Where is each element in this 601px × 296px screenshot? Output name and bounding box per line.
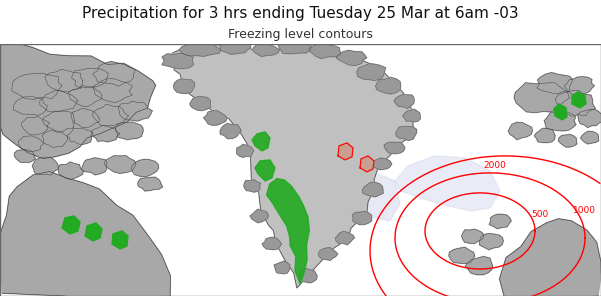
Polygon shape bbox=[554, 104, 567, 120]
Polygon shape bbox=[118, 101, 152, 121]
Polygon shape bbox=[267, 178, 310, 284]
Polygon shape bbox=[396, 126, 416, 141]
Polygon shape bbox=[581, 131, 599, 144]
Polygon shape bbox=[480, 234, 503, 250]
Polygon shape bbox=[81, 158, 107, 175]
Text: 1000: 1000 bbox=[573, 206, 596, 215]
Polygon shape bbox=[449, 247, 475, 263]
Text: 500: 500 bbox=[531, 210, 548, 219]
Polygon shape bbox=[85, 223, 102, 241]
Polygon shape bbox=[403, 109, 421, 122]
Polygon shape bbox=[67, 128, 93, 144]
Polygon shape bbox=[255, 160, 275, 181]
Polygon shape bbox=[237, 144, 254, 157]
Polygon shape bbox=[534, 128, 555, 143]
Polygon shape bbox=[394, 95, 414, 108]
Polygon shape bbox=[62, 216, 80, 234]
Polygon shape bbox=[0, 42, 156, 159]
Text: Freezing level contours: Freezing level contours bbox=[228, 28, 373, 41]
Polygon shape bbox=[252, 132, 270, 151]
Polygon shape bbox=[22, 117, 50, 135]
Polygon shape bbox=[93, 104, 129, 126]
Polygon shape bbox=[138, 177, 163, 191]
Polygon shape bbox=[572, 92, 586, 108]
Polygon shape bbox=[357, 64, 386, 81]
Polygon shape bbox=[489, 214, 511, 229]
Polygon shape bbox=[395, 156, 500, 211]
Polygon shape bbox=[190, 96, 210, 111]
Polygon shape bbox=[499, 219, 601, 296]
Polygon shape bbox=[252, 44, 279, 57]
Polygon shape bbox=[564, 77, 594, 95]
Polygon shape bbox=[104, 156, 136, 173]
Polygon shape bbox=[384, 142, 405, 154]
Polygon shape bbox=[14, 149, 35, 163]
Polygon shape bbox=[335, 231, 355, 245]
Polygon shape bbox=[179, 42, 221, 56]
Polygon shape bbox=[309, 44, 341, 59]
Polygon shape bbox=[44, 69, 83, 92]
Polygon shape bbox=[545, 110, 576, 131]
Polygon shape bbox=[299, 268, 317, 283]
Polygon shape bbox=[508, 122, 532, 140]
Polygon shape bbox=[93, 62, 135, 86]
Polygon shape bbox=[262, 237, 282, 250]
Polygon shape bbox=[555, 90, 596, 116]
Polygon shape bbox=[93, 79, 133, 102]
Polygon shape bbox=[12, 73, 62, 99]
Polygon shape bbox=[131, 159, 159, 177]
Polygon shape bbox=[162, 53, 194, 69]
Polygon shape bbox=[578, 109, 601, 128]
Polygon shape bbox=[115, 122, 143, 140]
Polygon shape bbox=[319, 247, 338, 260]
Polygon shape bbox=[172, 44, 413, 288]
Polygon shape bbox=[462, 229, 484, 243]
Polygon shape bbox=[465, 256, 493, 275]
Polygon shape bbox=[0, 171, 170, 296]
Polygon shape bbox=[174, 79, 195, 94]
Polygon shape bbox=[558, 134, 577, 147]
Polygon shape bbox=[537, 73, 573, 94]
Polygon shape bbox=[220, 123, 241, 139]
Polygon shape bbox=[373, 158, 392, 170]
Polygon shape bbox=[58, 162, 84, 180]
Polygon shape bbox=[42, 130, 68, 147]
Polygon shape bbox=[18, 136, 43, 152]
Polygon shape bbox=[13, 96, 47, 115]
Polygon shape bbox=[69, 85, 102, 106]
Text: Precipitation for 3 hrs ending Tuesday 25 Mar at 6am -03: Precipitation for 3 hrs ending Tuesday 2… bbox=[82, 6, 519, 21]
Polygon shape bbox=[362, 182, 383, 197]
Polygon shape bbox=[43, 111, 75, 131]
Polygon shape bbox=[220, 42, 251, 54]
Polygon shape bbox=[112, 231, 128, 249]
Polygon shape bbox=[250, 209, 268, 223]
Polygon shape bbox=[352, 211, 371, 225]
Polygon shape bbox=[278, 42, 311, 54]
Polygon shape bbox=[338, 143, 353, 160]
Polygon shape bbox=[244, 180, 260, 192]
Polygon shape bbox=[274, 261, 290, 274]
Polygon shape bbox=[336, 50, 367, 65]
Polygon shape bbox=[72, 68, 109, 88]
Polygon shape bbox=[514, 83, 570, 112]
Polygon shape bbox=[376, 78, 400, 94]
Polygon shape bbox=[91, 126, 120, 142]
Polygon shape bbox=[360, 156, 374, 172]
Polygon shape bbox=[40, 91, 78, 112]
Polygon shape bbox=[322, 171, 400, 221]
Text: 2000: 2000 bbox=[484, 161, 507, 170]
Polygon shape bbox=[204, 111, 227, 125]
Polygon shape bbox=[32, 157, 58, 175]
Polygon shape bbox=[71, 108, 100, 128]
